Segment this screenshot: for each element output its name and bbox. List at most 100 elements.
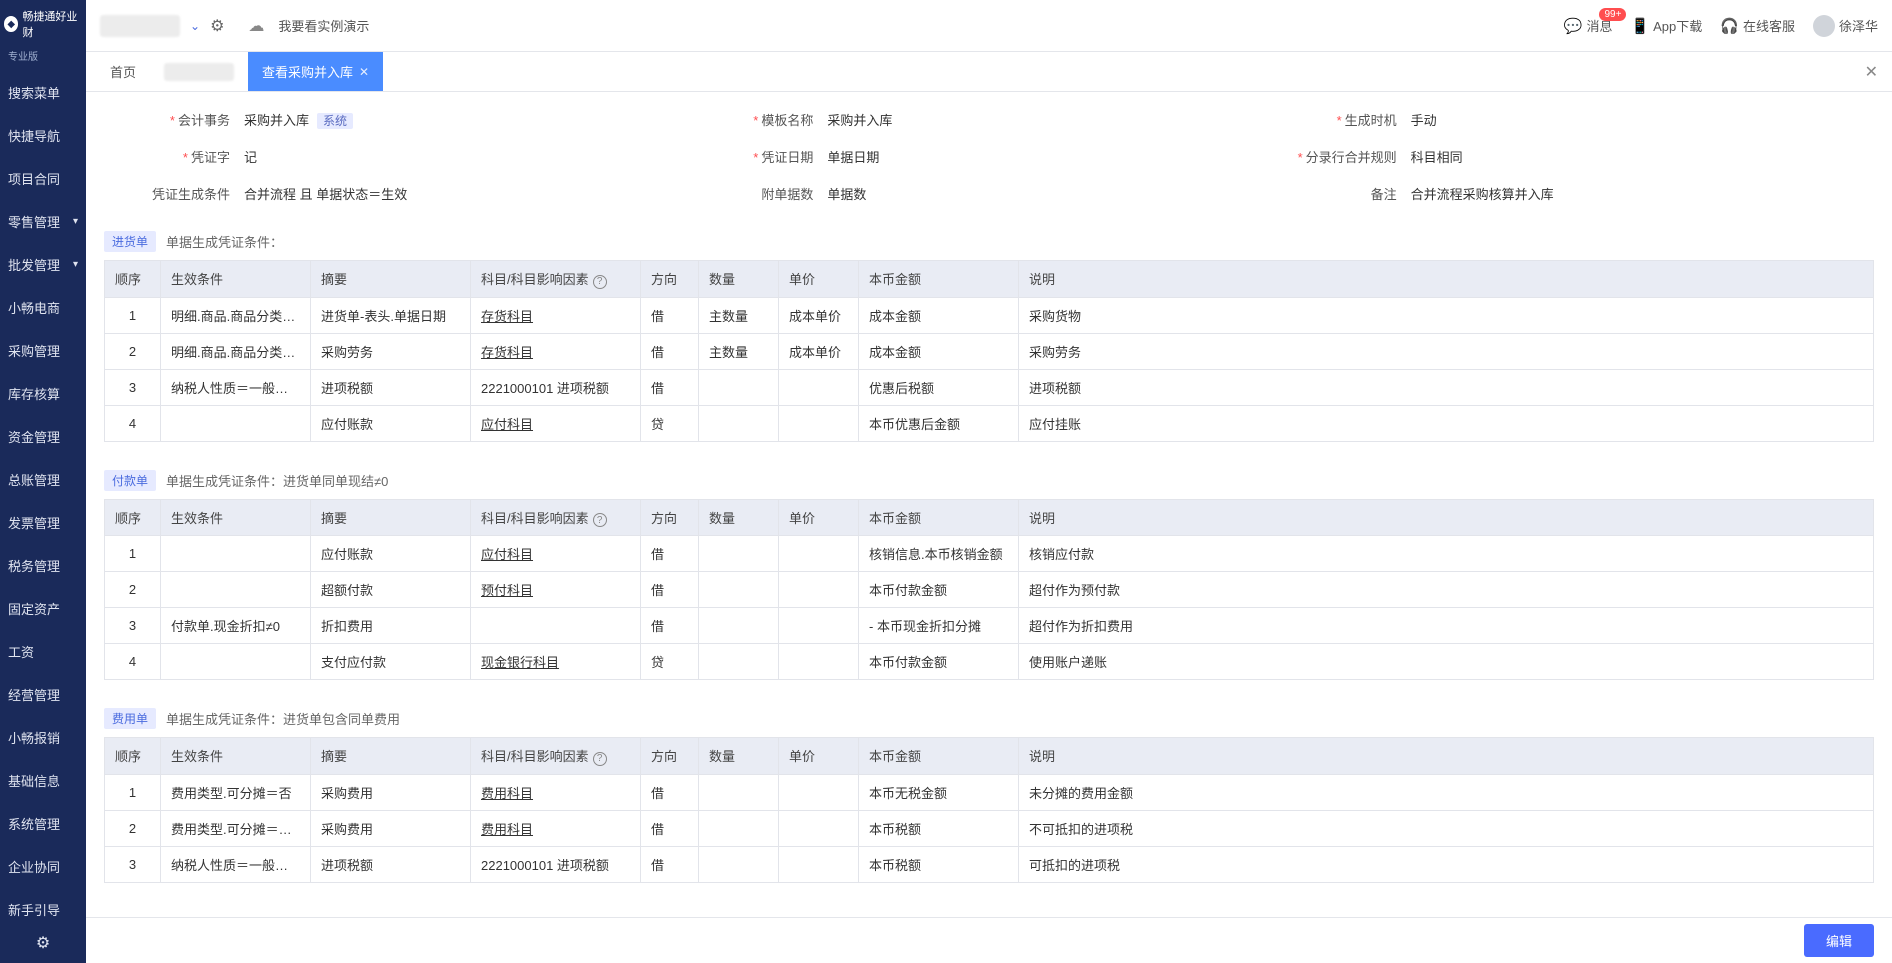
table-header: 方向 xyxy=(641,499,699,536)
table-cell: 成本金额 xyxy=(859,333,1019,369)
table-cell: 2221000101 进项税额 xyxy=(471,846,641,882)
section-badge: 进货单 xyxy=(104,231,156,252)
close-all-tabs-icon[interactable]: ✕ xyxy=(1851,62,1892,82)
table-header: 说明 xyxy=(1019,499,1874,536)
settings-gear-icon[interactable]: ⚙ xyxy=(36,935,50,952)
sidebar-item-label: 经营管理 xyxy=(8,685,60,704)
org-settings-icon[interactable]: ⚙ xyxy=(210,16,224,36)
table-cell xyxy=(779,774,859,810)
table-cell: 2 xyxy=(105,333,161,369)
footer: 编辑 xyxy=(86,917,1892,963)
table-cell: 借 xyxy=(641,572,699,608)
table-header: 顺序 xyxy=(105,499,161,536)
table-cell xyxy=(699,369,779,405)
table-cell: 本币付款金额 xyxy=(859,572,1019,608)
table-cell: 采购费用 xyxy=(311,774,471,810)
table-header: 数量 xyxy=(699,261,779,298)
table-cell: 纳税人性质＝一般纳税人 且 发 xyxy=(161,369,311,405)
table-cell: 现金银行科目 xyxy=(471,644,641,680)
subject-link[interactable]: 应付科目 xyxy=(481,417,533,432)
user-menu[interactable]: 徐泽华 xyxy=(1813,15,1878,37)
section-head: 进货单单据生成凭证条件： xyxy=(104,231,1874,252)
sidebar-item-label: 批发管理 xyxy=(8,255,60,274)
sidebar-item-11[interactable]: 税务管理 xyxy=(0,544,86,587)
sidebar-item-7[interactable]: 库存核算 xyxy=(0,372,86,415)
app-download-button[interactable]: 📱 App下载 xyxy=(1630,16,1702,35)
brand-name: 畅捷通好业财 xyxy=(22,8,82,40)
tab-blurred[interactable] xyxy=(150,52,248,91)
sidebar-item-1[interactable]: 快捷导航 xyxy=(0,114,86,157)
sidebar-item-3[interactable]: 零售管理▾ xyxy=(0,200,86,243)
table-header: 科目/科目影响因素? xyxy=(471,261,641,298)
info-icon[interactable]: ? xyxy=(593,513,607,527)
table-cell: 明细.商品.商品分类＝货物 xyxy=(161,297,311,333)
sidebar-item-label: 资金管理 xyxy=(8,427,60,446)
table-cell: 核销信息.本币核销金额 xyxy=(859,536,1019,572)
table-cell: 主数量 xyxy=(699,333,779,369)
table-cell xyxy=(779,369,859,405)
sidebar-item-4[interactable]: 批发管理▾ xyxy=(0,243,86,286)
sidebar-item-15[interactable]: 小畅报销 xyxy=(0,716,86,759)
content: *会计事务 采购并入库系统 *模板名称 采购并入库 *生成时机 手动 *凭证字 … xyxy=(86,92,1892,963)
sidebar-item-13[interactable]: 工资 xyxy=(0,630,86,673)
org-dropdown-caret-icon[interactable]: ⌄ xyxy=(190,19,200,33)
sidebar-item-6[interactable]: 采购管理 xyxy=(0,329,86,372)
table-cell xyxy=(699,536,779,572)
brand: ◆ 畅捷通好业财 xyxy=(0,0,86,48)
customer-service-button[interactable]: 🎧 在线客服 xyxy=(1720,16,1795,35)
table-cell: 存货科目 xyxy=(471,333,641,369)
sidebar-item-5[interactable]: 小畅电商 xyxy=(0,286,86,329)
messages-button[interactable]: 💬 消息 99+ xyxy=(1564,16,1613,35)
table-cell xyxy=(161,572,311,608)
sidebar-item-16[interactable]: 基础信息 xyxy=(0,759,86,802)
tabbar: 首页 查看采购并入库 ✕ ✕ xyxy=(86,52,1892,92)
table-cell: 进货单-表头.单据日期 xyxy=(311,297,471,333)
subject-link[interactable]: 费用科目 xyxy=(481,822,533,837)
sidebar-item-18[interactable]: 企业协同 xyxy=(0,845,86,888)
table-row: 4支付应付款现金银行科目贷本币付款金额使用账户递账 xyxy=(105,644,1874,680)
subject-link[interactable]: 存货科目 xyxy=(481,309,533,324)
sidebar-item-9[interactable]: 总账管理 xyxy=(0,458,86,501)
table-cell xyxy=(699,644,779,680)
sidebar-item-14[interactable]: 经营管理 xyxy=(0,673,86,716)
message-badge: 99+ xyxy=(1599,8,1626,21)
org-selector-blurred[interactable] xyxy=(100,15,180,37)
tab-active[interactable]: 查看采购并入库 ✕ xyxy=(248,52,383,91)
table-cell: 采购费用 xyxy=(311,810,471,846)
tab-home[interactable]: 首页 xyxy=(96,52,150,91)
sidebar-item-10[interactable]: 发票管理 xyxy=(0,501,86,544)
table-header: 单价 xyxy=(779,261,859,298)
sidebar-item-2[interactable]: 项目合同 xyxy=(0,157,86,200)
sidebar-item-label: 库存核算 xyxy=(8,384,60,403)
sidebar-item-label: 项目合同 xyxy=(8,169,60,188)
sidebar-item-12[interactable]: 固定资产 xyxy=(0,587,86,630)
table-header: 生效条件 xyxy=(161,261,311,298)
voucher-table: 顺序生效条件摘要科目/科目影响因素?方向数量单价本币金额说明1应付账款应付科目借… xyxy=(104,499,1874,681)
subject-link[interactable]: 费用科目 xyxy=(481,786,533,801)
sidebar-item-17[interactable]: 系统管理 xyxy=(0,802,86,845)
meta-grid: *会计事务 采购并入库系统 *模板名称 采购并入库 *生成时机 手动 *凭证字 … xyxy=(104,110,1874,203)
sidebar-item-0[interactable]: 搜索菜单 xyxy=(0,71,86,114)
edit-button[interactable]: 编辑 xyxy=(1804,924,1874,957)
table-cell: 2 xyxy=(105,810,161,846)
table-header: 方向 xyxy=(641,261,699,298)
table-cell: 预付科目 xyxy=(471,572,641,608)
subject-link[interactable]: 应付科目 xyxy=(481,547,533,562)
table-header: 顺序 xyxy=(105,261,161,298)
info-icon[interactable]: ? xyxy=(593,752,607,766)
tab-close-icon[interactable]: ✕ xyxy=(359,65,369,79)
info-icon[interactable]: ? xyxy=(593,275,607,289)
table-cell: 借 xyxy=(641,369,699,405)
sidebar-item-19[interactable]: 新手引导 xyxy=(0,888,86,923)
table-header: 说明 xyxy=(1019,261,1874,298)
voucher-table: 顺序生效条件摘要科目/科目影响因素?方向数量单价本币金额说明1明细.商品.商品分… xyxy=(104,260,1874,442)
subject-link[interactable]: 预付科目 xyxy=(481,583,533,598)
table-header: 本币金额 xyxy=(859,499,1019,536)
subject-link[interactable]: 现金银行科目 xyxy=(481,655,559,670)
sidebar-nav: 搜索菜单快捷导航项目合同零售管理▾批发管理▾小畅电商采购管理库存核算资金管理总账… xyxy=(0,71,86,923)
subject-link[interactable]: 存货科目 xyxy=(481,345,533,360)
sidebar-item-8[interactable]: 资金管理 xyxy=(0,415,86,458)
table-cell: 进项税额 xyxy=(311,369,471,405)
table-cell: - 本币现金折扣分摊 xyxy=(859,608,1019,644)
demo-link[interactable]: 我要看实例演示 xyxy=(278,16,369,35)
